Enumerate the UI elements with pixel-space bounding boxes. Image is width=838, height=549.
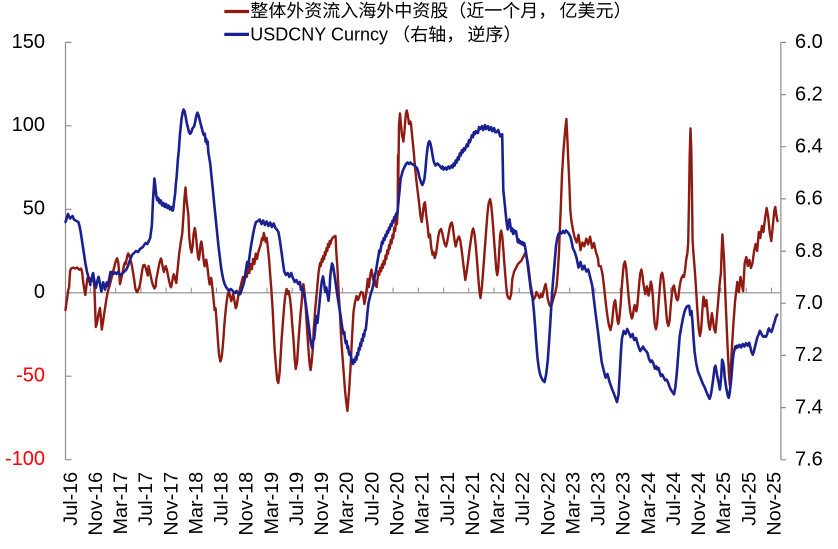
- svg-text:Jul-22: Jul-22: [512, 472, 534, 526]
- svg-text:Nov-18: Nov-18: [236, 472, 258, 536]
- svg-text:0: 0: [34, 281, 45, 303]
- svg-text:6.0: 6.0: [795, 31, 823, 53]
- svg-text:Nov-17: Nov-17: [160, 472, 182, 536]
- svg-text:6.8: 6.8: [795, 240, 823, 262]
- svg-text:7.6: 7.6: [795, 449, 823, 471]
- svg-text:7.2: 7.2: [795, 344, 823, 366]
- svg-text:Nov-16: Nov-16: [85, 472, 107, 536]
- svg-text:Jul-21: Jul-21: [437, 472, 459, 526]
- svg-text:Mar-23: Mar-23: [562, 472, 584, 535]
- svg-text:6.4: 6.4: [795, 136, 823, 158]
- svg-text:Mar-18: Mar-18: [185, 472, 207, 535]
- svg-text:-100: -100: [5, 448, 45, 470]
- svg-text:Jul-18: Jul-18: [211, 472, 233, 526]
- svg-text:Mar-17: Mar-17: [110, 472, 132, 535]
- svg-text:Nov-20: Nov-20: [387, 472, 409, 536]
- svg-text:Nov-19: Nov-19: [311, 472, 333, 536]
- svg-text:Mar-21: Mar-21: [412, 472, 434, 535]
- svg-text:50: 50: [23, 198, 45, 220]
- svg-text:USDCNY Curncy: USDCNY Curncy: [250, 25, 388, 45]
- svg-text:Jul-24: Jul-24: [663, 472, 685, 526]
- svg-text:Jul-25: Jul-25: [738, 472, 760, 526]
- svg-text:Nov-22: Nov-22: [537, 472, 559, 536]
- svg-text:Nov-21: Nov-21: [462, 472, 484, 536]
- svg-text:6.6: 6.6: [795, 188, 823, 210]
- svg-text:Mar-20: Mar-20: [336, 472, 358, 535]
- svg-text:Mar-22: Mar-22: [487, 472, 509, 535]
- svg-text:Nov-25: Nov-25: [763, 472, 785, 536]
- svg-text:7.0: 7.0: [795, 292, 823, 314]
- svg-text:Nov-23: Nov-23: [613, 472, 635, 536]
- svg-text:150: 150: [12, 31, 45, 53]
- svg-text:Jul-23: Jul-23: [588, 472, 610, 526]
- svg-text:Jul-20: Jul-20: [361, 472, 383, 526]
- svg-text:6.2: 6.2: [795, 83, 823, 105]
- svg-text:-50: -50: [16, 365, 45, 387]
- svg-text:Jul-19: Jul-19: [286, 472, 308, 526]
- svg-text:Jul-17: Jul-17: [135, 472, 157, 526]
- svg-text:100: 100: [12, 114, 45, 136]
- svg-text:7.4: 7.4: [795, 396, 823, 418]
- svg-text:Mar-24: Mar-24: [638, 472, 660, 535]
- svg-text:Mar-25: Mar-25: [713, 472, 735, 535]
- svg-text:Nov-24: Nov-24: [688, 472, 710, 536]
- svg-text:Jul-16: Jul-16: [60, 472, 82, 526]
- svg-text:Mar-19: Mar-19: [261, 472, 283, 535]
